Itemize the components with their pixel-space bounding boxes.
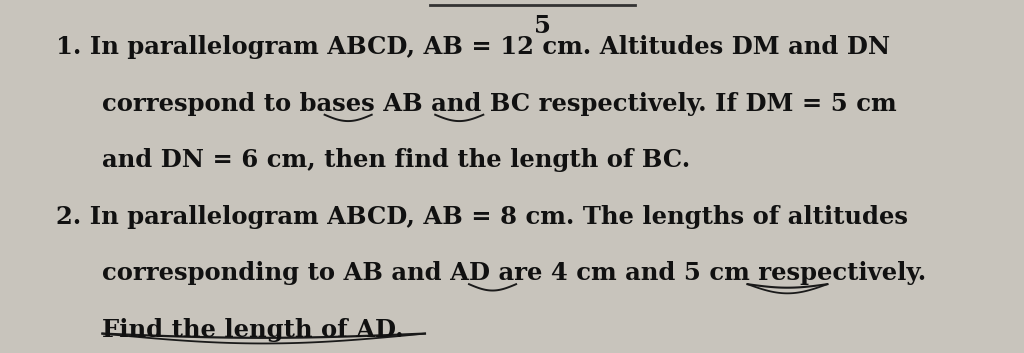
Text: corresponding to AB and AD are 4 cm and 5 cm respectively.: corresponding to AB and AD are 4 cm and … xyxy=(102,261,927,285)
Text: 5: 5 xyxy=(535,14,551,38)
Text: 1. In parallelogram ABCD, AB = 12 cm. Altitudes DM and DN: 1. In parallelogram ABCD, AB = 12 cm. Al… xyxy=(56,35,891,59)
Text: Find the length of AD.: Find the length of AD. xyxy=(102,318,404,342)
Text: correspond to bases AB and BC respectively. If DM = 5 cm: correspond to bases AB and BC respective… xyxy=(102,92,897,116)
Text: and DN = 6 cm, then find the length of BC.: and DN = 6 cm, then find the length of B… xyxy=(102,148,690,172)
Text: 2. In parallelogram ABCD, AB = 8 cm. The lengths of altitudes: 2. In parallelogram ABCD, AB = 8 cm. The… xyxy=(56,205,908,229)
